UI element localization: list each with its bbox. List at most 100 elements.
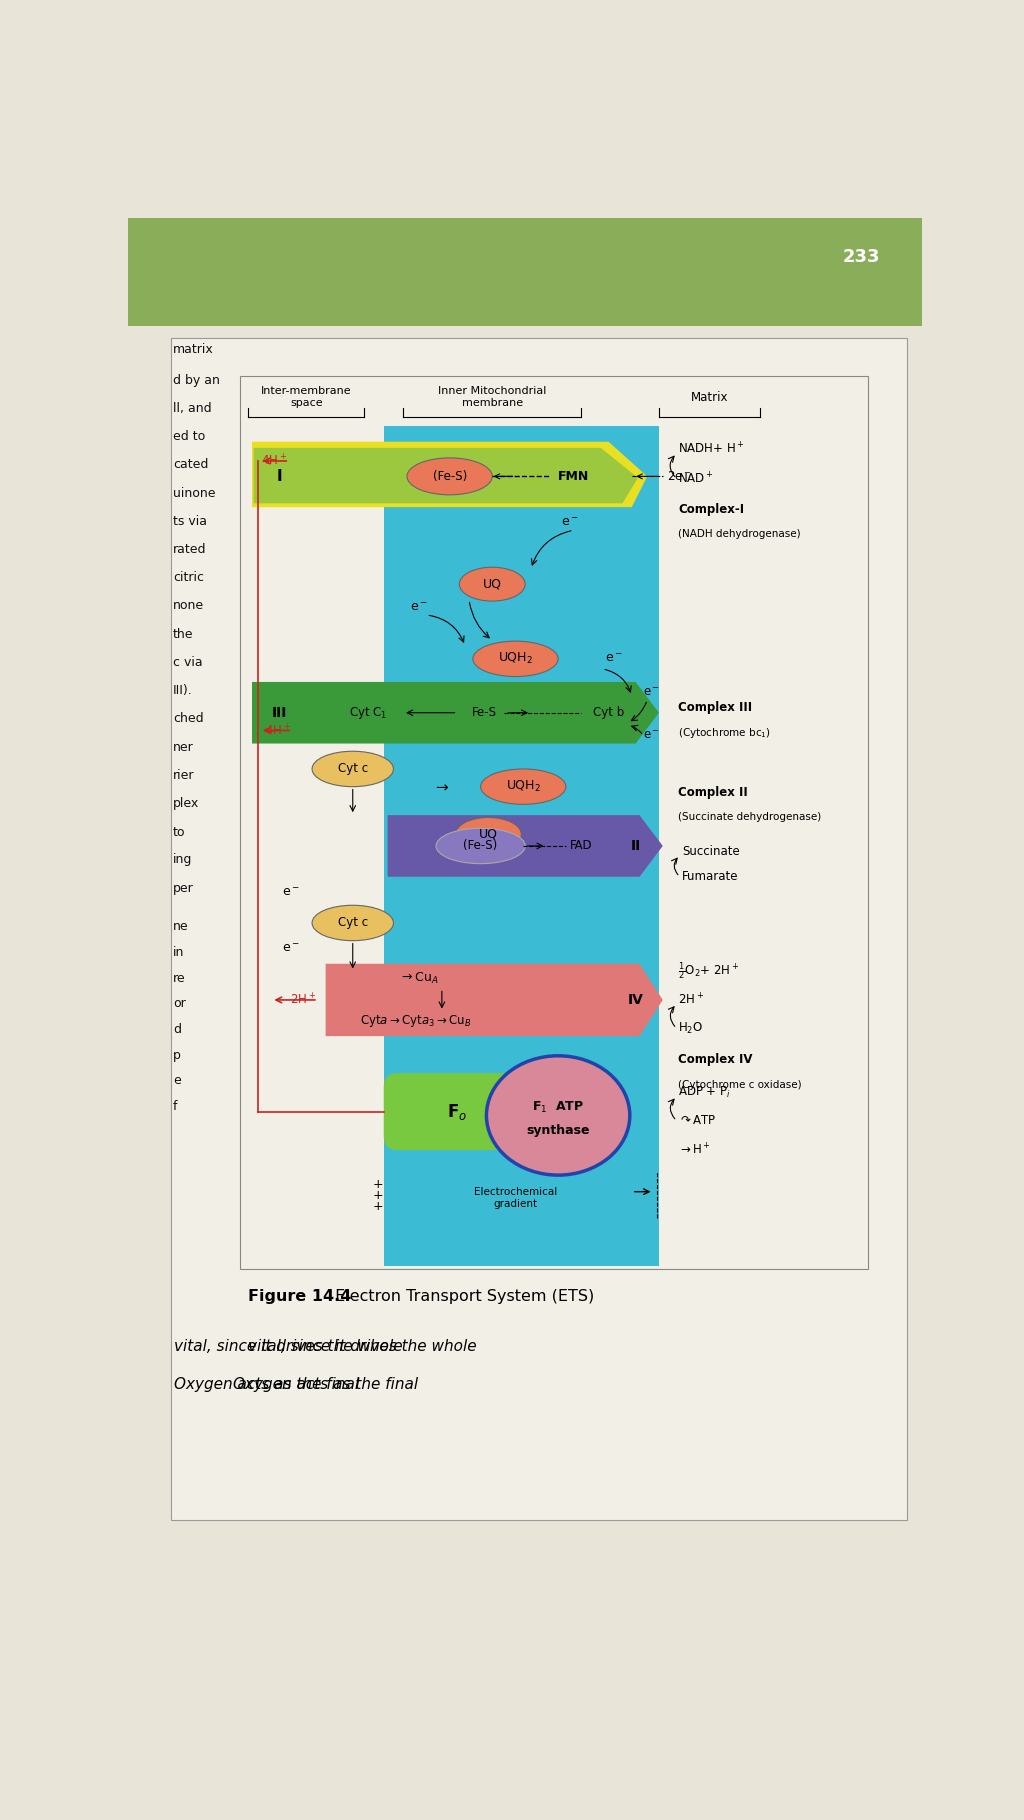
FancyBboxPatch shape [384,1074,531,1150]
Text: d by an: d by an [173,373,220,386]
Text: +: + [373,1199,383,1212]
Polygon shape [326,965,663,1036]
Text: Oxygen acts as the final: Oxygen acts as the final [232,1378,418,1392]
Text: Complex III: Complex III [678,701,753,713]
Text: Fe-S: Fe-S [472,706,497,719]
Polygon shape [252,442,647,508]
Text: to: to [173,826,185,839]
Text: I: I [276,470,282,484]
Text: none: none [173,599,204,612]
Text: Cyt c: Cyt c [338,917,368,930]
Text: p: p [173,1048,181,1061]
Text: gradient: gradient [494,1199,538,1208]
Text: $\rightarrow$H$^+$: $\rightarrow$H$^+$ [678,1143,712,1158]
Text: e$^-$: e$^-$ [282,886,300,899]
Ellipse shape [460,568,525,601]
Text: $\rightarrow$Cu$_A$: $\rightarrow$Cu$_A$ [399,970,438,986]
Text: F$_o$: F$_o$ [447,1101,467,1121]
Text: +: + [373,1188,383,1201]
Text: ner: ner [173,741,194,753]
Text: re: re [173,972,185,985]
FancyBboxPatch shape [128,218,922,326]
Text: Oxygen acts as the final: Oxygen acts as the final [174,1378,359,1392]
Ellipse shape [312,752,393,786]
Text: UQH$_2$: UQH$_2$ [506,779,541,794]
Text: 4H$^+$: 4H$^+$ [261,453,287,468]
Text: e$^-$: e$^-$ [604,652,623,666]
Text: the: the [173,628,194,641]
Text: (Cytochrome bc$_1$): (Cytochrome bc$_1$) [678,726,771,739]
Text: NADH+ H$^+$: NADH+ H$^+$ [678,442,745,457]
Text: e$^-$: e$^-$ [410,601,428,613]
Text: Complex-I: Complex-I [678,502,744,515]
Text: e$^-$: e$^-$ [643,730,659,743]
Text: ll, and: ll, and [173,402,212,415]
Text: II: II [631,839,641,854]
Text: Electron Transport System (ETS): Electron Transport System (ETS) [330,1289,594,1303]
Text: +: + [373,1178,383,1192]
Text: ched: ched [173,712,204,726]
Text: NAD$^+$: NAD$^+$ [678,471,714,486]
Text: Cyt b: Cyt b [593,706,625,719]
Text: e$^-$: e$^-$ [643,686,659,699]
Polygon shape [388,815,663,877]
Text: Cyt$a$$\rightarrow$Cyt$a_3$$\rightarrow$Cu$_B$: Cyt$a$$\rightarrow$Cyt$a_3$$\rightarrow$… [360,1012,472,1028]
Text: per: per [173,883,194,895]
Text: Matrix: Matrix [690,391,728,404]
Text: (Fe-S): (Fe-S) [432,470,467,482]
Text: synthase: synthase [526,1125,590,1138]
Text: e$^-$: e$^-$ [561,517,579,530]
Text: 2H$^+$: 2H$^+$ [290,992,315,1008]
Text: IV: IV [628,994,643,1006]
Text: 2e$^-$: 2e$^-$ [667,470,691,482]
FancyBboxPatch shape [241,377,868,1270]
Text: f: f [173,1099,177,1112]
Text: Figure 14.4: Figure 14.4 [248,1289,351,1303]
Text: ing: ing [173,854,193,866]
Text: Inner Mitochondrial
membrane: Inner Mitochondrial membrane [438,386,547,408]
Text: e: e [173,1074,180,1087]
Text: d: d [173,1023,181,1036]
Text: (Succinate dehydrogenase): (Succinate dehydrogenase) [678,812,821,823]
Text: e$^-$: e$^-$ [282,943,300,956]
Text: citric: citric [173,571,204,584]
Text: UQH$_2$: UQH$_2$ [498,652,532,666]
Text: (Cytochrome c oxidase): (Cytochrome c oxidase) [678,1079,802,1090]
Text: 233: 233 [843,248,880,266]
Ellipse shape [480,768,566,804]
Text: Complex II: Complex II [678,786,748,799]
Text: vital, since it drives the whole: vital, since it drives the whole [174,1340,403,1354]
Text: $\rightarrow$: $\rightarrow$ [433,779,451,794]
Text: 4H$^+$: 4H$^+$ [265,723,291,739]
Text: FAD: FAD [570,839,593,852]
Text: Cyt c: Cyt c [338,763,368,775]
FancyBboxPatch shape [171,339,907,1520]
FancyBboxPatch shape [388,1176,655,1208]
Text: Fumarate: Fumarate [682,870,738,883]
Ellipse shape [486,1056,630,1176]
Text: Electrochemical: Electrochemical [474,1187,557,1198]
Ellipse shape [436,828,525,864]
Polygon shape [254,448,638,504]
Text: cated: cated [173,459,208,471]
Text: c via: c via [173,657,203,670]
Text: III: III [271,706,287,719]
Text: ed to: ed to [173,430,205,442]
Text: UQ: UQ [479,828,498,841]
Text: Cyt C$_1$: Cyt C$_1$ [349,704,387,721]
Text: uinone: uinone [173,486,215,501]
Ellipse shape [312,905,393,941]
Text: vital, since it drives the whole: vital, since it drives the whole [248,1340,477,1354]
Text: ne: ne [173,921,188,934]
Polygon shape [252,682,658,744]
Text: Inter-membrane
space: Inter-membrane space [261,386,351,408]
Text: (NADH dehydrogenase): (NADH dehydrogenase) [678,530,801,539]
Text: (Fe-S): (Fe-S) [464,839,498,852]
Text: ts via: ts via [173,515,207,528]
Text: F$_1$  ATP: F$_1$ ATP [532,1101,584,1116]
Text: Succinate: Succinate [682,844,740,857]
Text: rated: rated [173,542,207,555]
Ellipse shape [473,641,558,677]
Text: H$_2$O: H$_2$O [678,1021,703,1036]
Text: $\curvearrowright$ATP: $\curvearrowright$ATP [678,1114,717,1127]
